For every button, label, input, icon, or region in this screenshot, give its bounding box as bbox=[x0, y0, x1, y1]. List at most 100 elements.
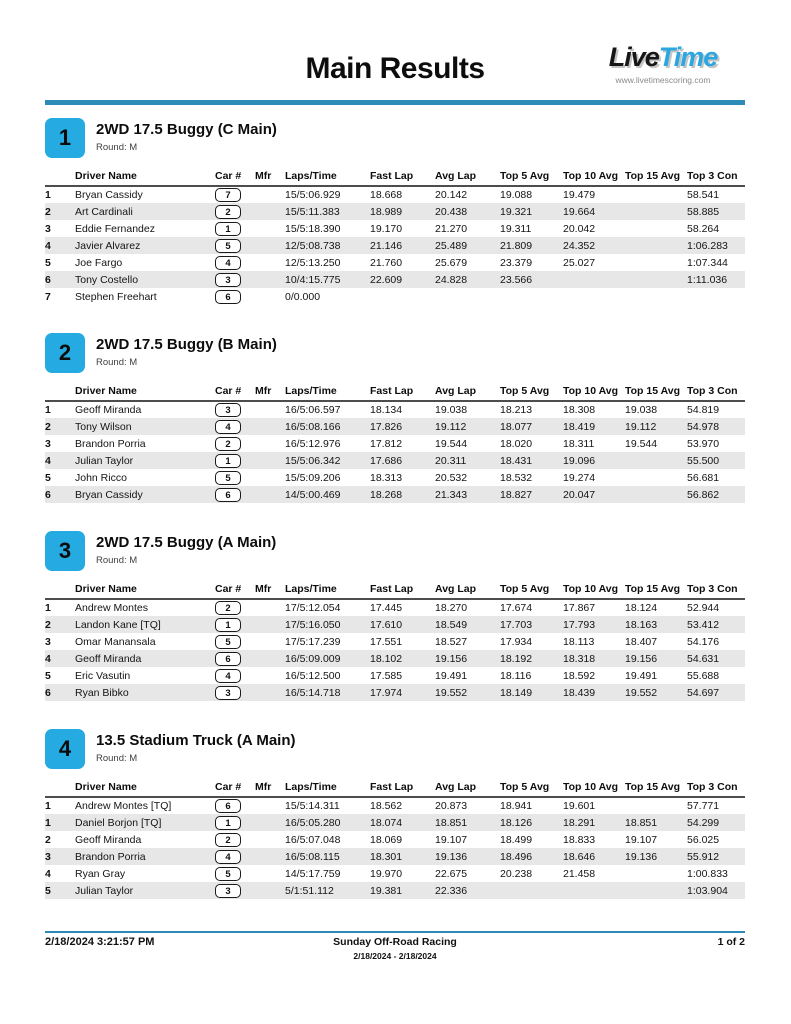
cell-top15-avg bbox=[625, 254, 687, 271]
cell-top10-avg: 19.096 bbox=[563, 454, 596, 467]
cell-top3-con: 58.264 bbox=[687, 222, 720, 235]
cell-fast-lap: 18.313 bbox=[370, 471, 403, 484]
cell-driver-name: John Ricco bbox=[75, 471, 127, 484]
cell-avg-lap: 19.552 bbox=[435, 686, 468, 699]
cell-top10-avg bbox=[563, 271, 625, 288]
cell-mfr bbox=[255, 271, 285, 288]
cell-top10-avg: 17.793 bbox=[563, 618, 596, 631]
col-header: Top 5 Avg bbox=[500, 580, 563, 600]
section-number: 2 bbox=[58, 340, 72, 365]
cell-position: 1 bbox=[45, 404, 51, 416]
cell-position: 3 bbox=[45, 850, 51, 863]
col-header: Top 10 Avg bbox=[563, 167, 625, 187]
cell-mfr bbox=[255, 616, 285, 633]
cell-avg-lap: 19.136 bbox=[435, 850, 468, 863]
section-number-badge: 3 bbox=[45, 531, 85, 571]
table-row: 6 Tony Costello 3 10/4:15.775 22.609 24.828 23… bbox=[45, 271, 745, 288]
cell-top15-avg bbox=[625, 865, 687, 882]
cell-position: 7 bbox=[45, 290, 51, 303]
cell-top10-avg: 25.027 bbox=[563, 256, 596, 269]
cell-top15-avg bbox=[625, 882, 687, 899]
cell-position: 4 bbox=[45, 652, 51, 665]
cell-top10-avg: 18.311 bbox=[563, 437, 595, 450]
cell-car-number: 4 bbox=[215, 667, 255, 684]
col-header: Mfr bbox=[255, 382, 285, 402]
cell-driver-name: Brandon Porria bbox=[75, 437, 146, 450]
cell-avg-lap: 22.675 bbox=[435, 867, 468, 880]
cell-mfr bbox=[255, 831, 285, 848]
cell-mfr bbox=[255, 254, 285, 271]
car-number-plate: 6 bbox=[215, 799, 241, 813]
cell-fast-lap: 22.609 bbox=[370, 273, 403, 286]
cell-mfr bbox=[255, 203, 285, 220]
cell-fast-lap: 17.445 bbox=[370, 602, 403, 614]
cell-avg-lap: 19.038 bbox=[435, 404, 468, 416]
race-section: 2 2WD 17.5 Buggy (B Main) Round: M Drive… bbox=[45, 333, 745, 503]
cell-top15-avg bbox=[625, 288, 687, 305]
col-header: Mfr bbox=[255, 580, 285, 600]
car-number-plate: 1 bbox=[215, 617, 241, 632]
cell-laps-time: 15/5:18.390 bbox=[285, 222, 341, 235]
cell-mfr bbox=[255, 882, 285, 899]
cell-top5-avg bbox=[500, 882, 563, 899]
cell-car-number: 1 bbox=[215, 452, 255, 469]
livetime-logo-text: LiveTime bbox=[583, 42, 743, 73]
cell-driver-name: Geoff Miranda bbox=[75, 833, 142, 846]
cell-top10-avg: 18.308 bbox=[563, 404, 596, 416]
cell-top3-con: 54.299 bbox=[687, 816, 720, 829]
cell-position: 2 bbox=[45, 205, 51, 218]
col-header-position bbox=[45, 778, 75, 798]
cell-laps-time: 14/5:00.469 bbox=[285, 488, 341, 501]
cell-top3-con: 57.771 bbox=[687, 800, 720, 812]
cell-avg-lap: 20.438 bbox=[435, 205, 468, 218]
table-row: 3 Eddie Fernandez 1 15/5:18.390 19.170 21.270… bbox=[45, 220, 745, 237]
cell-car-number: 6 bbox=[215, 797, 255, 814]
cell-car-number: 5 bbox=[215, 237, 255, 254]
cell-fast-lap: 17.974 bbox=[370, 686, 403, 699]
cell-top3-con: 1:03.904 bbox=[687, 884, 728, 897]
table-row: 4 Ryan Gray 5 14/5:17.759 19.970 22.675 20.238… bbox=[45, 865, 745, 882]
car-number-plate: 4 bbox=[215, 849, 241, 864]
col-header-position bbox=[45, 167, 75, 187]
col-header: Mfr bbox=[255, 167, 285, 187]
cell-laps-time: 16/5:05.280 bbox=[285, 816, 341, 829]
cell-fast-lap: 17.585 bbox=[370, 669, 403, 682]
cell-top5-avg: 19.321 bbox=[500, 205, 533, 218]
table-row: 1 Daniel Borjon [TQ] 1 16/5:05.280 18.074 18.… bbox=[45, 814, 745, 831]
col-header: Avg Lap bbox=[435, 580, 500, 600]
col-header: Laps/Time bbox=[285, 382, 370, 402]
cell-top3-con: 54.697 bbox=[687, 686, 720, 699]
car-number-plate: 1 bbox=[215, 453, 241, 468]
car-number-plate: 1 bbox=[215, 815, 241, 830]
cell-car-number: 2 bbox=[215, 203, 255, 220]
cell-top5-avg bbox=[500, 288, 563, 305]
table-row: 2 Landon Kane [TQ] 1 17/5:16.050 17.610 18.54… bbox=[45, 616, 745, 633]
cell-mfr bbox=[255, 452, 285, 469]
cell-position: 5 bbox=[45, 256, 51, 269]
cell-top15-avg bbox=[625, 469, 687, 486]
col-header: Laps/Time bbox=[285, 580, 370, 600]
cell-top15-avg bbox=[625, 452, 687, 469]
cell-laps-time: 16/5:12.500 bbox=[285, 669, 341, 682]
cell-laps-time: 16/5:07.048 bbox=[285, 833, 341, 846]
cell-avg-lap: 18.549 bbox=[435, 618, 468, 631]
cell-laps-time: 16/5:12.976 bbox=[285, 437, 341, 450]
col-header: Fast Lap bbox=[370, 778, 435, 798]
cell-top10-avg: 17.867 bbox=[563, 602, 596, 614]
cell-top3-con: 1:00.833 bbox=[687, 867, 728, 880]
cell-driver-name: Tony Costello bbox=[75, 273, 139, 286]
col-header: Avg Lap bbox=[435, 382, 500, 402]
cell-top15-avg bbox=[625, 271, 687, 288]
col-header: Fast Lap bbox=[370, 167, 435, 187]
cell-driver-name: Ryan Bibko bbox=[75, 686, 129, 699]
car-number-plate: 1 bbox=[215, 221, 241, 236]
car-number-plate: 7 bbox=[215, 188, 241, 202]
cell-laps-time: 17/5:17.239 bbox=[285, 635, 341, 648]
table-row: 3 Brandon Porria 4 16/5:08.115 18.301 19.136 1… bbox=[45, 848, 745, 865]
cell-top15-avg bbox=[625, 186, 687, 203]
accent-bar bbox=[45, 100, 745, 105]
cell-mfr bbox=[255, 848, 285, 865]
cell-position: 6 bbox=[45, 488, 51, 501]
results-table: Driver Name Car # Mfr Laps/Time Fast Lap Avg … bbox=[45, 778, 745, 899]
cell-avg-lap: 20.311 bbox=[435, 454, 467, 467]
